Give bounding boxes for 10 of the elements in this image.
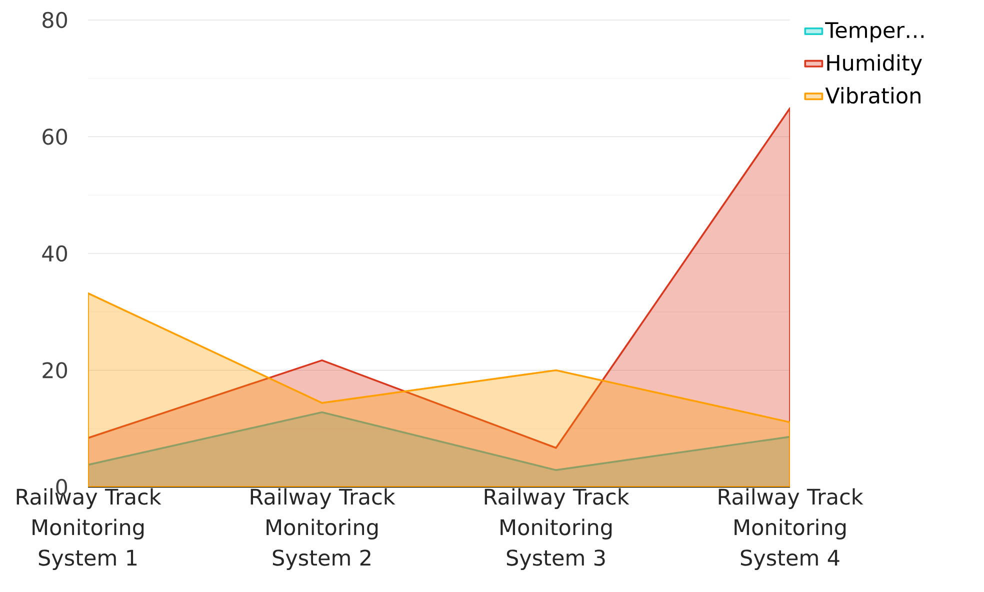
y-tick-label: 60 bbox=[42, 128, 68, 145]
x-tick-label: Railway Track Monitoring System 2 bbox=[250, 488, 396, 570]
legend-label: Vibration bbox=[825, 87, 920, 104]
x-tick-label: Railway Track Monitoring System 3 bbox=[484, 488, 630, 570]
y-tick-label: 80 bbox=[42, 12, 68, 28]
x-tick-label: Railway Track Monitoring System 4 bbox=[718, 488, 864, 570]
legend-label: Humidity bbox=[827, 54, 922, 76]
y-tick-label: 40 bbox=[42, 245, 68, 262]
legend-label: Temper… bbox=[825, 22, 924, 42]
y-tick-label: 20 bbox=[42, 362, 68, 378]
